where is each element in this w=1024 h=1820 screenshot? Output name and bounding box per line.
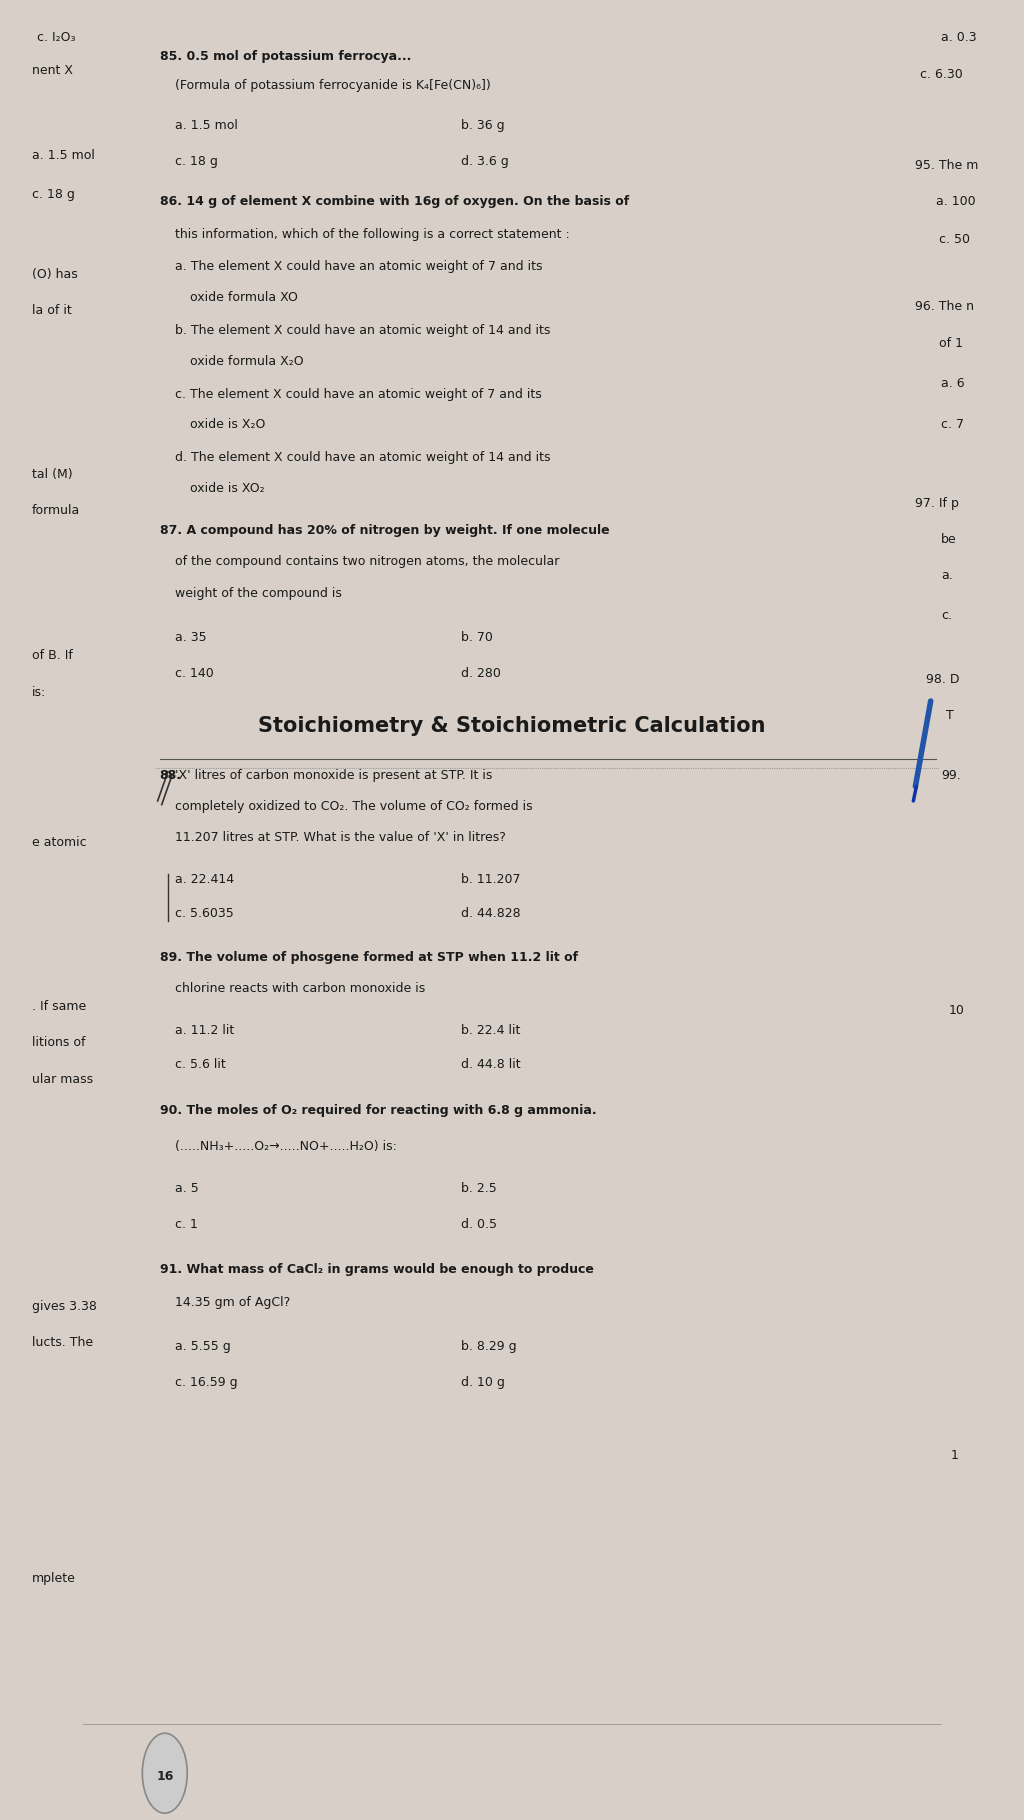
Text: lucts. The: lucts. The [32,1336,93,1349]
Text: d. 44.828: d. 44.828 [461,906,520,921]
Text: 97. If p: 97. If p [915,497,959,510]
Text: b. 8.29 g: b. 8.29 g [461,1340,516,1352]
Text: is:: is: [32,686,46,699]
Text: (.....NH₃+.....O₂→.....NO+.....H₂O) is:: (.....NH₃+.....O₂→.....NO+.....H₂O) is: [175,1139,397,1152]
Text: b. 2.5: b. 2.5 [461,1181,497,1194]
Text: (O) has: (O) has [32,268,78,280]
Text: 16: 16 [156,1771,173,1784]
Text: 95. The m: 95. The m [915,158,979,171]
Text: b. The element X could have an atomic weight of 14 and its: b. The element X could have an atomic we… [175,324,550,337]
Text: a. 100: a. 100 [936,195,976,207]
Text: b. 70: b. 70 [461,632,493,644]
Text: b. 36 g: b. 36 g [461,118,505,131]
Text: weight of the compound is: weight of the compound is [175,588,342,601]
Text: d. 280: d. 280 [461,668,501,681]
Text: of the compound contains two nitrogen atoms, the molecular: of the compound contains two nitrogen at… [175,555,559,568]
Text: litions of: litions of [32,1036,86,1050]
Text: a. 1.5 mol: a. 1.5 mol [32,149,95,162]
Text: e atomic: e atomic [32,837,87,850]
Text: c. 18 g: c. 18 g [32,187,75,200]
Text: 91. What mass of CaCl₂ in grams would be enough to produce: 91. What mass of CaCl₂ in grams would be… [160,1263,594,1276]
Text: a. 0.3: a. 0.3 [941,31,977,44]
Text: c. I₂O₃: c. I₂O₃ [37,31,76,44]
Text: tal (M): tal (M) [32,468,73,480]
Text: d. The element X could have an atomic weight of 14 and its: d. The element X could have an atomic we… [175,451,551,464]
Text: mplete: mplete [32,1572,76,1585]
Text: a. 11.2 lit: a. 11.2 lit [175,1023,234,1037]
Text: c. 140: c. 140 [175,668,214,681]
Text: 90. The moles of O₂ required for reacting with 6.8 g ammonia.: 90. The moles of O₂ required for reactin… [160,1103,596,1116]
Text: ular mass: ular mass [32,1072,93,1087]
Text: c. 6.30: c. 6.30 [921,67,964,80]
Text: d. 0.5: d. 0.5 [461,1218,497,1230]
Text: a. 22.414: a. 22.414 [175,874,234,886]
Text: a. 35: a. 35 [175,632,207,644]
Text: c.: c. [941,610,952,622]
Text: 87. A compound has 20% of nitrogen by weight. If one molecule: 87. A compound has 20% of nitrogen by we… [160,524,609,537]
Text: c. 5.6035: c. 5.6035 [175,906,233,921]
Text: d. 44.8 lit: d. 44.8 lit [461,1057,520,1072]
Text: oxide formula X₂O: oxide formula X₂O [190,355,304,368]
Text: Stoichiometry & Stoichiometric Calculation: Stoichiometry & Stoichiometric Calculati… [258,715,766,735]
Text: d. 10 g: d. 10 g [461,1376,505,1389]
Text: 85. 0.5 mol of potassium ferrocya...: 85. 0.5 mol of potassium ferrocya... [160,49,411,62]
Text: oxide formula XO: oxide formula XO [190,291,298,304]
Text: c. 50: c. 50 [939,233,970,246]
Text: c. 16.59 g: c. 16.59 g [175,1376,238,1389]
Text: 99.: 99. [941,770,961,783]
Text: 98. D: 98. D [926,673,959,686]
Text: c. 7: c. 7 [941,419,964,431]
Text: 'X' litres of carbon monoxide is present at STP. It is: 'X' litres of carbon monoxide is present… [175,770,493,783]
Text: of B. If: of B. If [32,650,73,662]
Text: a. 5: a. 5 [175,1181,199,1194]
Text: b. 22.4 lit: b. 22.4 lit [461,1023,520,1037]
Text: gives 3.38: gives 3.38 [32,1299,97,1312]
Text: 14.35 gm of AgCl?: 14.35 gm of AgCl? [175,1296,290,1309]
Text: 89. The volume of phosgene formed at STP when 11.2 lit of: 89. The volume of phosgene formed at STP… [160,950,578,965]
Text: c. 18 g: c. 18 g [175,155,218,167]
Text: oxide is X₂O: oxide is X₂O [190,419,265,431]
Text: 11.207 litres at STP. What is the value of 'X' in litres?: 11.207 litres at STP. What is the value … [175,832,506,844]
Text: 88.: 88. [160,770,181,783]
Text: a. 6: a. 6 [941,377,965,389]
Text: 10: 10 [949,1003,965,1017]
Text: d. 3.6 g: d. 3.6 g [461,155,509,167]
Circle shape [142,1733,187,1813]
Text: c. 5.6 lit: c. 5.6 lit [175,1057,225,1072]
Text: la of it: la of it [32,304,72,317]
Text: . If same: . If same [32,999,86,1014]
Text: (Formula of potassium ferrocyanide is K₄[Fe(CN)₆]): (Formula of potassium ferrocyanide is K₄… [175,78,490,91]
Text: 96. The n: 96. The n [915,300,975,313]
Text: this information, which of the following is a correct statement :: this information, which of the following… [175,228,569,240]
Text: a.: a. [941,570,952,582]
Text: c. 1: c. 1 [175,1218,198,1230]
Text: 86. 14 g of element X combine with 16g of oxygen. On the basis of: 86. 14 g of element X combine with 16g o… [160,195,629,207]
Text: oxide is XO₂: oxide is XO₂ [190,482,265,495]
Text: b. 11.207: b. 11.207 [461,874,520,886]
Text: a. The element X could have an atomic weight of 7 and its: a. The element X could have an atomic we… [175,260,543,273]
Text: of 1: of 1 [939,337,963,349]
Text: nent X: nent X [32,64,73,76]
Text: 1: 1 [951,1449,959,1461]
Text: formula: formula [32,504,80,517]
Text: chlorine reacts with carbon monoxide is: chlorine reacts with carbon monoxide is [175,981,425,996]
Text: c. The element X could have an atomic weight of 7 and its: c. The element X could have an atomic we… [175,388,542,400]
Text: a. 1.5 mol: a. 1.5 mol [175,118,238,131]
Text: be: be [941,533,956,546]
Text: a. 5.55 g: a. 5.55 g [175,1340,230,1352]
Text: T: T [946,710,953,723]
Text: completely oxidized to CO₂. The volume of CO₂ formed is: completely oxidized to CO₂. The volume o… [175,801,532,814]
